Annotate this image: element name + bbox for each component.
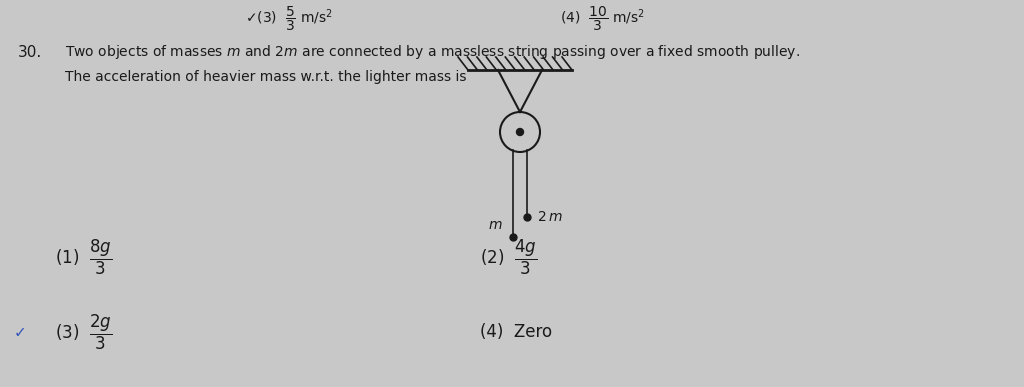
- Text: (4)  Zero: (4) Zero: [480, 323, 552, 341]
- Text: 30.: 30.: [18, 45, 42, 60]
- Text: The acceleration of heavier mass w.r.t. the lighter mass is: The acceleration of heavier mass w.r.t. …: [65, 70, 467, 84]
- Text: $2\,m$: $2\,m$: [537, 210, 562, 224]
- Text: Two objects of masses $m$ and $2m$ are connected by a massless string passing ov: Two objects of masses $m$ and $2m$ are c…: [65, 43, 800, 61]
- Text: (4)  $\dfrac{10}{3}$ m/s$^2$: (4) $\dfrac{10}{3}$ m/s$^2$: [560, 5, 645, 33]
- Circle shape: [516, 128, 523, 135]
- Text: $\checkmark$: $\checkmark$: [13, 325, 25, 339]
- Text: $\checkmark$(3)  $\dfrac{5}{3}$ m/s$^2$: $\checkmark$(3) $\dfrac{5}{3}$ m/s$^2$: [245, 5, 333, 33]
- Text: (2)  $\dfrac{4g}{3}$: (2) $\dfrac{4g}{3}$: [480, 237, 538, 277]
- Text: $m$: $m$: [488, 218, 503, 232]
- Text: (1)  $\dfrac{8g}{3}$: (1) $\dfrac{8g}{3}$: [55, 237, 113, 277]
- Text: (3)  $\dfrac{2g}{3}$: (3) $\dfrac{2g}{3}$: [55, 312, 113, 352]
